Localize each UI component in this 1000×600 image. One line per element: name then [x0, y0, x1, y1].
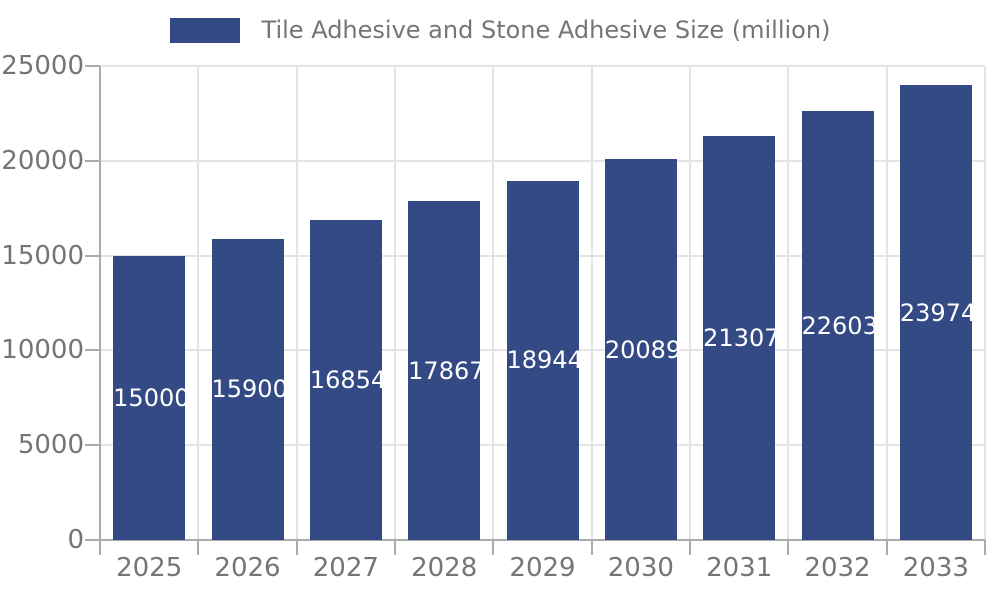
gridline-vertical — [295, 66, 298, 540]
bar-2031: 21307 — [703, 136, 780, 540]
bar-2029: 18944 — [506, 180, 583, 540]
x-axis-tick-label: 2028 — [411, 553, 478, 583]
y-axis-tick-label: 5000 — [17, 430, 84, 461]
y-axis-tick-label: 10000 — [1, 335, 84, 366]
x-axis-tick-label: 2031 — [706, 553, 773, 583]
x-axis-tick-label: 2029 — [509, 553, 576, 583]
gridline-vertical — [885, 66, 888, 540]
x-axis-tick-label: 2025 — [116, 553, 183, 583]
y-axis-line — [99, 66, 101, 555]
x-axis-tick — [885, 540, 888, 555]
y-axis-tick — [85, 65, 100, 67]
y-axis-tick — [85, 159, 100, 162]
y-axis-tick-label: 20000 — [1, 145, 84, 176]
x-axis-tick-label: 2032 — [804, 553, 871, 583]
bar-value-label: 23974 — [899, 298, 977, 327]
x-axis-tick — [590, 540, 593, 555]
x-axis-tick — [689, 540, 691, 555]
x-axis-tick — [492, 540, 495, 555]
y-axis-tick-label: 25000 — [1, 51, 84, 81]
bar-2032: 22603 — [801, 111, 878, 540]
gridline-vertical — [394, 66, 396, 540]
bar-value-label: 15000 — [113, 383, 190, 412]
bar-2028: 17867 — [408, 201, 485, 540]
gridline-vertical — [492, 66, 495, 540]
x-axis-tick — [197, 540, 200, 555]
gridline-horizontal — [100, 159, 985, 162]
x-axis-tick-label: 2027 — [312, 553, 379, 583]
bar-2025: 15000 — [113, 255, 190, 540]
x-axis-tick — [787, 540, 790, 555]
plot-area: 15000 15900 16854 17867 18944 20089 21307 22603… — [100, 65, 986, 540]
x-axis-tick-label: 2030 — [607, 553, 674, 583]
legend[interactable]: Tile Adhesive and Stone Adhesive Size (m… — [0, 16, 1000, 44]
legend-swatch — [169, 17, 240, 43]
x-axis-tick — [984, 540, 986, 555]
gridline-vertical — [590, 66, 593, 540]
bar-2030: 20089 — [604, 159, 682, 540]
bar-value-label: 22603 — [801, 311, 878, 340]
bar-2027: 16854 — [309, 220, 387, 540]
gridline-vertical — [984, 66, 986, 540]
bar-value-label: 16854 — [309, 366, 387, 395]
y-axis-tick — [85, 444, 100, 447]
gridline-vertical — [689, 66, 691, 540]
x-axis-tick-label: 2033 — [902, 553, 969, 583]
bar-value-label: 18944 — [506, 346, 583, 375]
y-axis-tick-label: 0 — [67, 525, 84, 555]
gridline-horizontal — [100, 65, 985, 67]
bar-2033: 23974 — [899, 85, 977, 540]
bar-value-label: 20089 — [604, 335, 682, 364]
x-axis-tick — [394, 540, 396, 555]
y-axis-tick — [85, 254, 100, 257]
gridline-vertical — [197, 66, 200, 540]
bar-value-label: 17867 — [408, 356, 485, 385]
bar-2026: 15900 — [211, 238, 288, 540]
x-axis-tick — [295, 540, 298, 555]
gridline-vertical — [787, 66, 790, 540]
bar-value-label: 21307 — [703, 324, 780, 353]
y-axis-tick — [85, 349, 100, 352]
bar-value-label: 15900 — [211, 375, 288, 404]
y-axis-tick-label: 15000 — [1, 240, 84, 271]
x-axis-tick-label: 2026 — [214, 553, 281, 583]
x-axis-line — [85, 539, 985, 541]
legend-label: Tile Adhesive and Stone Adhesive Size (m… — [261, 16, 831, 44]
